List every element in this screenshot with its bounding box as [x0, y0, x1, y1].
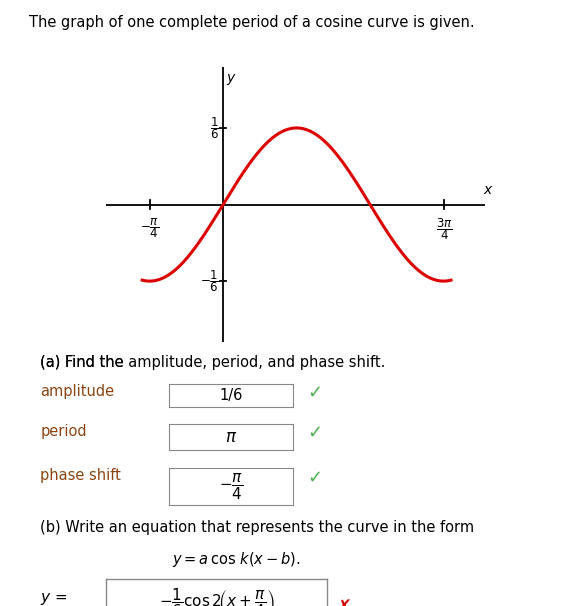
Text: $\dfrac{1}{6}$: $\dfrac{1}{6}$: [210, 115, 219, 141]
Text: ✗: ✗: [336, 599, 352, 606]
Text: $-\dfrac{1}{6}$: $-\dfrac{1}{6}$: [200, 268, 219, 294]
Text: $y = a\,\cos\,k(x - b).$: $y = a\,\cos\,k(x - b).$: [172, 550, 301, 569]
Text: The graph of one complete period of a cosine curve is given.: The graph of one complete period of a co…: [29, 15, 474, 30]
Text: $-\dfrac{\pi}{4}$: $-\dfrac{\pi}{4}$: [219, 471, 243, 502]
Text: $y\,=$: $y\,=$: [40, 591, 68, 606]
Text: x: x: [483, 183, 491, 197]
Text: period: period: [40, 424, 87, 439]
Text: $\pi$: $\pi$: [225, 428, 237, 446]
Text: 1/6: 1/6: [219, 388, 243, 402]
Text: amplitude: amplitude: [40, 384, 114, 399]
Text: (a) Find the: (a) Find the: [40, 355, 129, 370]
Text: (b) Write an equation that represents the curve in the form: (b) Write an equation that represents th…: [40, 520, 474, 535]
Text: (a) Find the amplitude, period, and phase shift.: (a) Find the amplitude, period, and phas…: [40, 355, 386, 370]
Text: ✓: ✓: [307, 384, 322, 402]
Text: $-\dfrac{\pi}{4}$: $-\dfrac{\pi}{4}$: [140, 216, 160, 240]
Text: ✓: ✓: [307, 468, 322, 487]
Text: y: y: [226, 71, 234, 85]
Text: ✓: ✓: [307, 424, 322, 442]
Text: phase shift: phase shift: [40, 468, 121, 484]
Text: $-\dfrac{1}{6}\cos 2\!\left(x + \dfrac{\pi}{4}\right)$: $-\dfrac{1}{6}\cos 2\!\left(x + \dfrac{\…: [159, 587, 274, 606]
Text: $\dfrac{3\pi}{4}$: $\dfrac{3\pi}{4}$: [436, 216, 453, 242]
